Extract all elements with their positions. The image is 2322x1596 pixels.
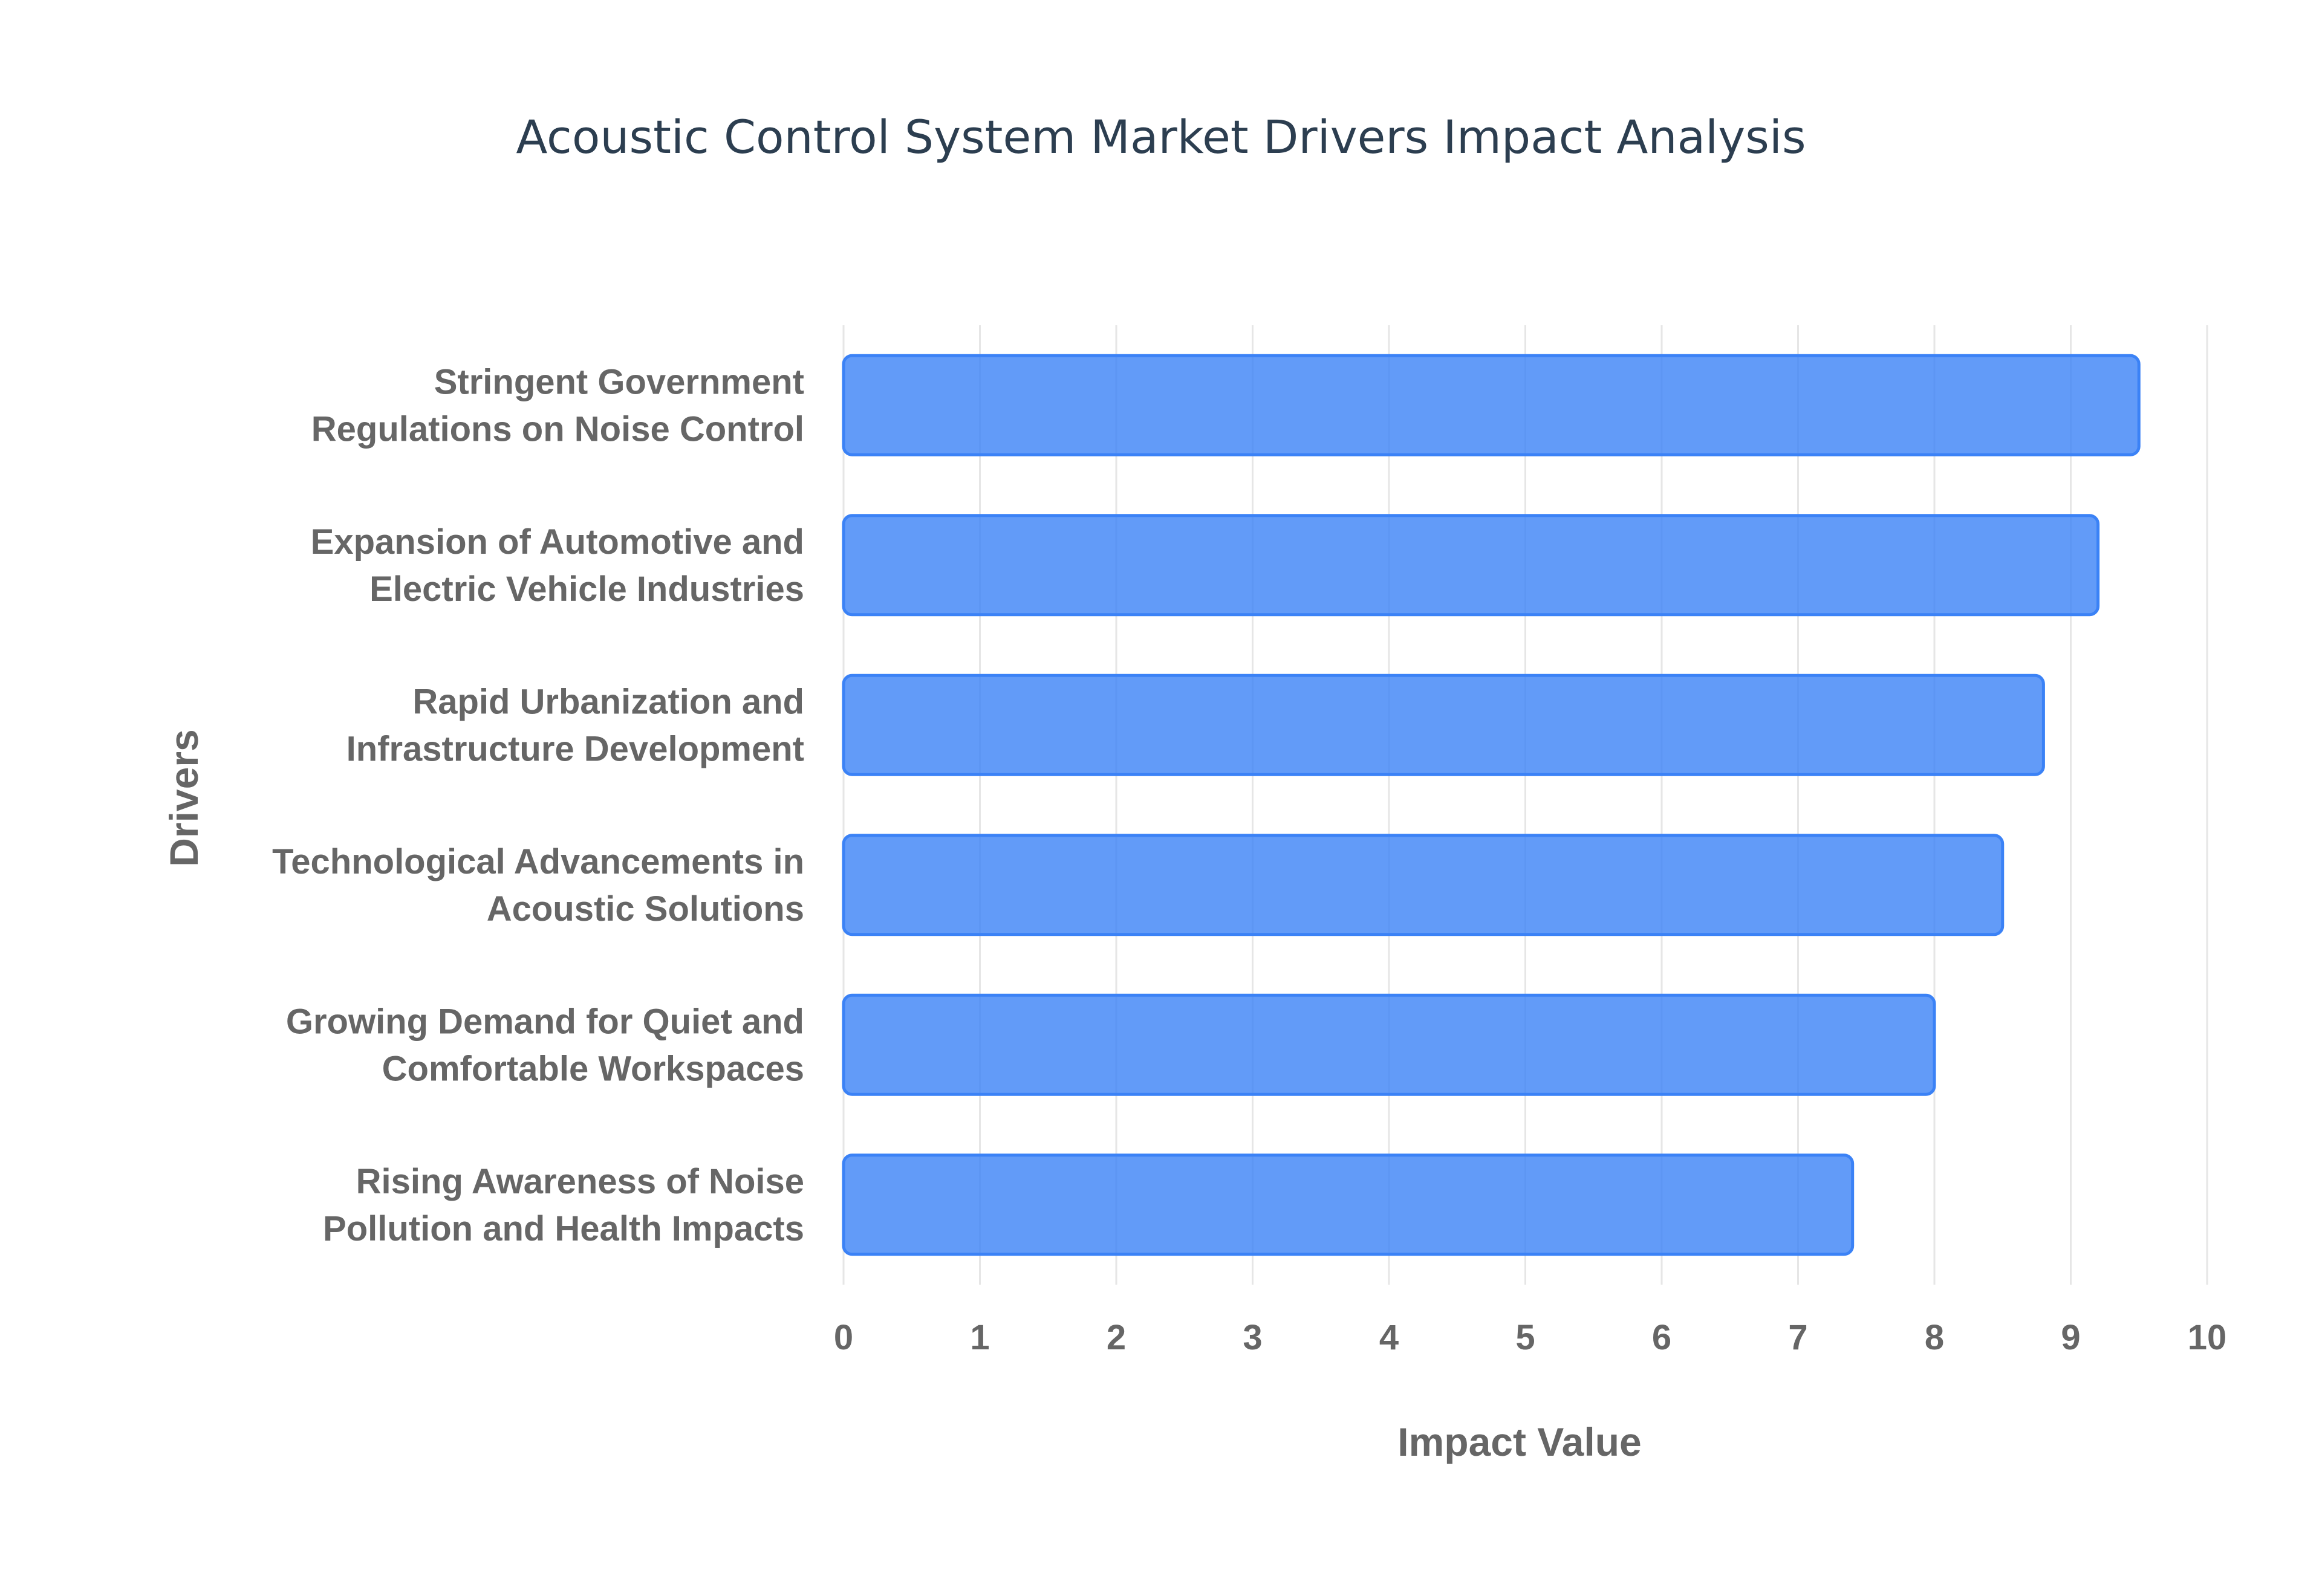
x-tick-label: 8: [1925, 1318, 1944, 1357]
category-label-line: Expansion of Automotive and: [311, 522, 804, 562]
bar[interactable]: [842, 834, 2005, 936]
category-label-line: Comfortable Workspaces: [382, 1049, 804, 1088]
x-tick-label: 9: [2061, 1318, 2080, 1357]
bar[interactable]: [842, 514, 2100, 617]
x-tick-label: 1: [970, 1318, 989, 1357]
category-label-line: Rapid Urbanization and: [412, 682, 804, 721]
chart-title: Acoustic Control System Market Drivers I…: [516, 110, 1806, 164]
category-label-line: Infrastructure Development: [346, 729, 804, 768]
x-tick-label: 6: [1652, 1318, 1671, 1357]
bar[interactable]: [842, 673, 2045, 776]
x-tick-label: 0: [834, 1318, 853, 1357]
category-label-line: Growing Demand for Quiet and: [286, 1002, 804, 1041]
category-label: Rising Awareness of Noise Pollution and H…: [323, 1162, 804, 1248]
category-label: Expansion of Automotive and Electric Vehi…: [311, 522, 804, 609]
x-tick-label: 5: [1515, 1318, 1535, 1357]
category-label-line: Electric Vehicle Industries: [369, 569, 804, 609]
bars: [842, 354, 2141, 1256]
bar[interactable]: [842, 1153, 1855, 1256]
grid-lines: [842, 325, 2208, 1285]
category-label: Stringent Government Regulations on Noise…: [311, 362, 804, 449]
x-tick-labels: 0 1 2 3 4 5 6 7 8 9 10: [834, 1318, 2226, 1357]
category-label-line: Acoustic Solutions: [487, 889, 804, 929]
category-label: Rapid Urbanization and Infrastructure Dev…: [346, 682, 804, 768]
x-tick-label: 2: [1107, 1318, 1126, 1357]
x-tick-label: 4: [1379, 1318, 1399, 1357]
category-label: Technological Advancements in Acoustic So…: [272, 842, 804, 929]
category-labels: Stringent Government Regulations on Noise…: [272, 362, 804, 1248]
category-label-line: Rising Awareness of Noise: [356, 1162, 804, 1201]
x-axis-title: Impact Value: [1397, 1419, 1642, 1464]
bar[interactable]: [842, 993, 1936, 1096]
category-label-line: Technological Advancements in: [272, 842, 804, 881]
x-tick-label: 7: [1788, 1318, 1807, 1357]
category-label-line: Pollution and Health Impacts: [323, 1209, 804, 1248]
category-label-line: Regulations on Noise Control: [311, 409, 804, 449]
bar[interactable]: [842, 354, 2141, 456]
category-label: Growing Demand for Quiet and Comfortable …: [286, 1002, 804, 1088]
x-tick-label: 10: [2188, 1318, 2227, 1357]
category-label-line: Stringent Government: [434, 362, 804, 401]
x-tick-label: 3: [1243, 1318, 1262, 1357]
y-axis-title: Drivers: [161, 729, 206, 867]
